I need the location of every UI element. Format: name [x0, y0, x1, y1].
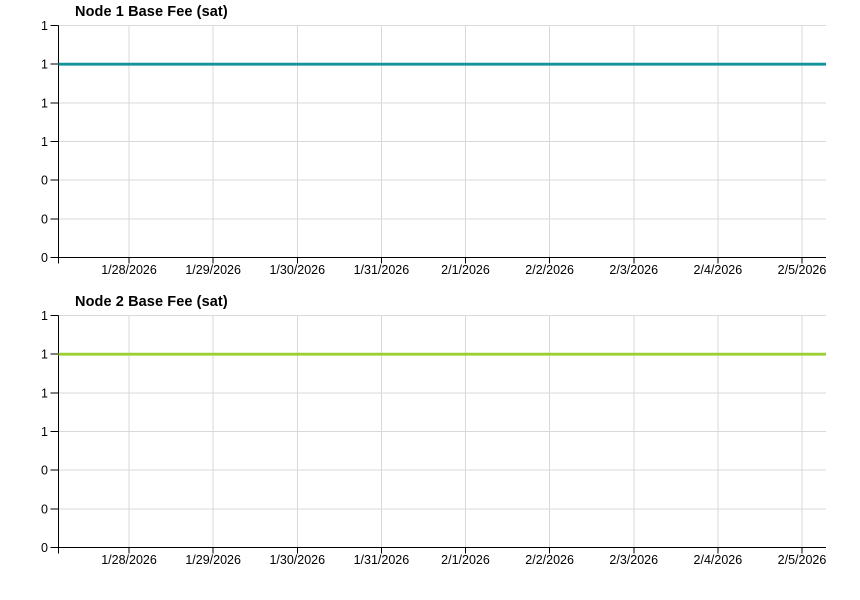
x-tick-label: 1/29/2026	[185, 263, 241, 277]
y-tick-label: 1	[41, 96, 48, 110]
y-tick-label: 1	[41, 425, 48, 439]
x-tick-label: 2/5/2026	[778, 263, 827, 277]
y-tick-label: 1	[41, 135, 48, 149]
tick-labels: 1 1 1 1 0 0 0 1/28/2026 1/29/2026 1/30/2026 1/31/2…	[41, 19, 826, 277]
tick-labels: 1 1 1 1 0 0 0 1/28/2026 1/29/2026 1/30/2026 1/31/2…	[41, 309, 826, 567]
y-tick-label: 0	[41, 541, 48, 555]
y-tick-label: 1	[41, 19, 48, 33]
x-tick-label: 2/4/2026	[694, 263, 743, 277]
y-tick-label: 0	[41, 464, 48, 478]
y-tick-label: 0	[41, 212, 48, 226]
chart-node2-plot: 1 1 1 1 0 0 0 1/28/2026 1/29/2026 1/30/2026 1/31/2…	[41, 309, 826, 567]
x-tick-label: 1/31/2026	[354, 263, 410, 277]
chart-node2-base-fee: Node 2 Base Fee (sat) 1 1 1 1 0 0 0 1/28/2026 1/…	[0, 290, 860, 580]
x-tick-label: 1/31/2026	[354, 553, 410, 567]
x-tick-label: 2/5/2026	[778, 553, 827, 567]
x-tick-label: 2/2/2026	[525, 553, 574, 567]
x-tick-label: 1/28/2026	[101, 263, 157, 277]
x-tick-label: 1/30/2026	[269, 263, 325, 277]
y-tick-label: 1	[41, 386, 48, 400]
x-tick-label: 1/28/2026	[101, 553, 157, 567]
x-tick-label: 2/1/2026	[441, 263, 490, 277]
x-tick-label: 2/3/2026	[609, 553, 658, 567]
x-tick-label: 2/4/2026	[694, 553, 743, 567]
axes	[50, 315, 826, 554]
axes	[50, 25, 826, 264]
y-tick-label: 1	[41, 309, 48, 323]
y-tick-label: 1	[41, 348, 48, 362]
x-tick-label: 2/2/2026	[525, 263, 574, 277]
y-tick-label: 0	[41, 174, 48, 188]
x-tick-label: 2/3/2026	[609, 263, 658, 277]
gridlines	[58, 25, 826, 258]
chart-node1-title: Node 1 Base Fee (sat)	[75, 4, 228, 20]
chart-node1-base-fee: Node 1 Base Fee (sat) 1 1 1 1 0 0 0 1/28/2026 1/…	[0, 0, 860, 290]
y-tick-label: 1	[41, 58, 48, 72]
x-tick-label: 1/29/2026	[185, 553, 241, 567]
chart-node2-title: Node 2 Base Fee (sat)	[75, 294, 228, 310]
y-tick-label: 0	[41, 251, 48, 265]
gridlines	[58, 315, 826, 548]
chart-node1-plot: 1 1 1 1 0 0 0 1/28/2026 1/29/2026 1/30/2026 1/31/2…	[41, 19, 826, 277]
y-tick-label: 0	[41, 502, 48, 516]
x-tick-label: 1/30/2026	[269, 553, 325, 567]
x-tick-label: 2/1/2026	[441, 553, 490, 567]
